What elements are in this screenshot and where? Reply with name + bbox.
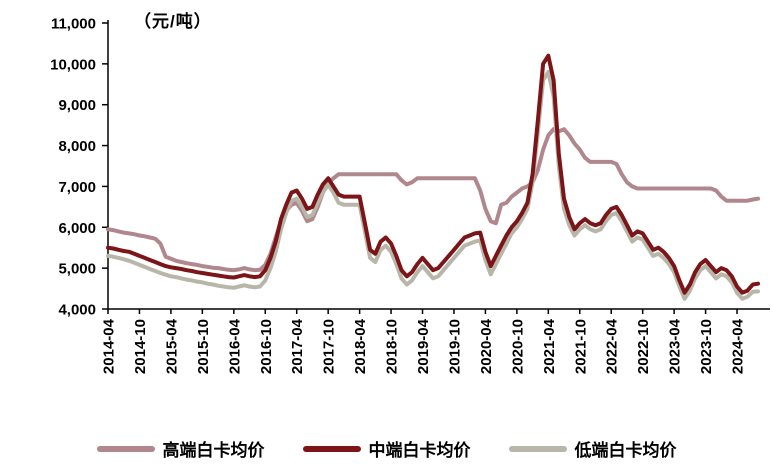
series-line-high-end [106, 127, 760, 273]
x-axis-label: 2017-10 [321, 319, 338, 374]
y-axis-unit-label: （元/吨） [134, 12, 212, 31]
x-axis-label: 2018-04 [352, 318, 369, 374]
y-axis-label: 6,000 [58, 220, 96, 237]
legend-label-high-end: 高端白卡均价 [162, 441, 265, 460]
x-axis-label: 2024-04 [730, 318, 747, 374]
legend-swatch-mid-end [302, 445, 361, 452]
legend: 高端白卡均价 中端白卡均价 低端白卡均价 [0, 436, 773, 461]
legend-item-low-end: 低端白卡均价 [508, 436, 677, 461]
legend-label-mid-end: 中端白卡均价 [368, 441, 471, 460]
x-axis-label: 2020-04 [478, 318, 495, 374]
y-axis-label: 4,000 [58, 302, 96, 319]
x-axis-label: 2015-10 [195, 319, 212, 374]
y-axis-label: 8,000 [58, 138, 96, 155]
x-axis-label: 2017-04 [289, 318, 306, 374]
legend-item-high-end: 高端白卡均价 [96, 436, 265, 461]
x-axis-label: 2015-04 [163, 318, 180, 374]
legend-swatch-low-end [508, 445, 567, 452]
legend-swatch-high-end [96, 445, 155, 452]
series-line-low-end [106, 70, 760, 301]
y-axis-label: 11,000 [51, 16, 96, 33]
y-axis-label: 9,000 [58, 97, 96, 114]
y-axis-label: 5,000 [58, 261, 96, 278]
x-axis-label: 2021-04 [541, 318, 558, 374]
legend-label-low-end: 低端白卡均价 [574, 441, 677, 460]
x-axis-label: 2014-10 [132, 319, 149, 374]
x-axis-label: 2023-10 [698, 319, 715, 374]
series-line-mid-end [106, 53, 760, 295]
x-axis-label: 2019-04 [415, 318, 432, 374]
x-axis-label: 2016-04 [226, 318, 243, 374]
x-axis-label: 2016-10 [258, 319, 275, 374]
x-axis-label: 2018-10 [384, 319, 401, 374]
x-axis-label: 2022-04 [604, 318, 621, 374]
y-axis-label: 10,000 [50, 56, 96, 73]
legend-item-mid-end: 中端白卡均价 [302, 436, 471, 461]
x-axis-label: 2014-04 [101, 318, 118, 374]
y-axis-label: 7,000 [58, 179, 96, 196]
x-axis-label: 2020-10 [509, 319, 526, 374]
x-axis-label: 2023-04 [667, 318, 684, 374]
x-axis-label: 2022-10 [635, 319, 652, 374]
x-axis-label: 2019-10 [446, 319, 463, 374]
x-axis-label: 2021-10 [572, 319, 589, 374]
